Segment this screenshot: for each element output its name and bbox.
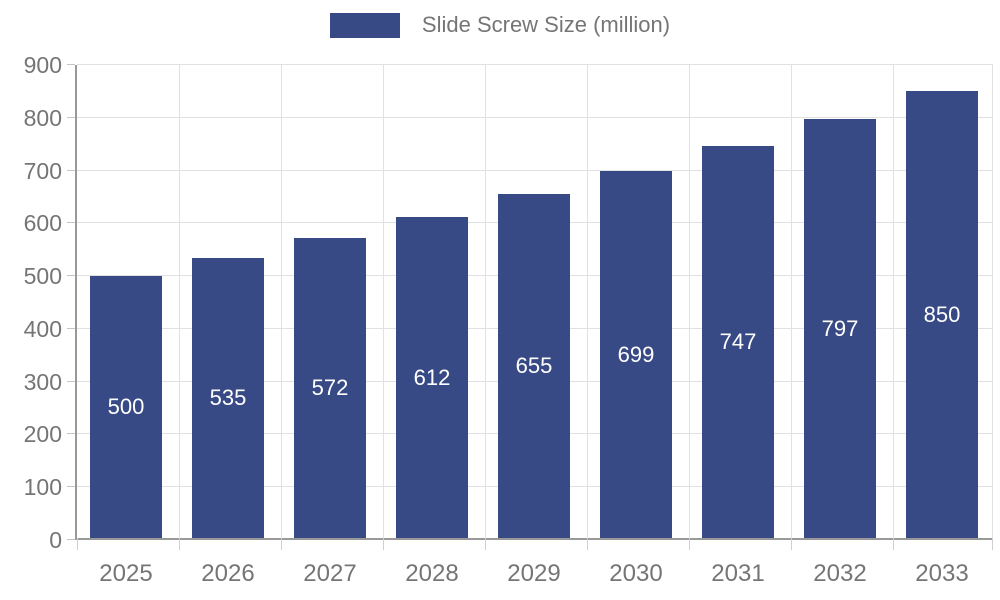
y-axis-tick	[67, 64, 75, 65]
y-axis-tick-label: 900	[23, 52, 62, 78]
v-gridline	[281, 65, 282, 538]
x-axis-category-label: 2027	[303, 560, 357, 587]
bar-value-label: 500	[107, 394, 145, 420]
x-axis-category-label: 2033	[915, 560, 969, 587]
v-gridline	[485, 65, 486, 538]
y-axis-tick	[67, 327, 75, 329]
bar-2033[interactable]: 850	[906, 91, 978, 538]
bar-2029[interactable]: 655	[498, 194, 570, 538]
bar-2026[interactable]: 535	[192, 257, 264, 538]
x-axis-tick	[992, 538, 993, 550]
x-axis-tick	[383, 538, 384, 550]
v-gridline	[587, 65, 588, 538]
x-axis-category-label: 2032	[813, 560, 867, 587]
v-gridline	[791, 65, 792, 538]
x-axis-tick	[689, 538, 690, 550]
y-axis-tick-label: 700	[23, 157, 62, 184]
x-axis-category-label: 2029	[507, 560, 561, 587]
y-axis-tick-label: 100	[23, 474, 62, 501]
x-axis-tick	[893, 538, 894, 550]
x-axis-category-label: 2026	[201, 560, 255, 587]
y-axis-tick-label: 500	[23, 263, 62, 290]
y-axis-tick	[67, 433, 75, 435]
bar-value-label: 612	[413, 364, 451, 390]
y-axis-tick-label: 600	[23, 210, 62, 237]
bar-2027[interactable]: 572	[294, 238, 366, 538]
bar-2032[interactable]: 797	[804, 119, 876, 538]
y-axis-tick	[67, 116, 75, 118]
y-axis-tick	[67, 380, 75, 382]
bar-2031[interactable]: 747	[702, 145, 774, 538]
x-axis-tick	[791, 538, 792, 550]
x-axis-tick	[281, 538, 282, 550]
x-axis-category-label: 2030	[609, 560, 663, 587]
bar-value-label: 850	[923, 301, 961, 327]
x-axis-category-label: 2031	[711, 560, 765, 587]
bar-2028[interactable]: 612	[396, 217, 468, 538]
bar-2030[interactable]: 699	[600, 171, 672, 538]
y-axis-tick-label: 400	[23, 315, 62, 342]
v-gridline	[893, 65, 894, 538]
x-axis-tick	[77, 538, 78, 550]
y-axis-tick-label: 200	[23, 421, 62, 448]
y-axis-tick	[67, 539, 75, 540]
bar-value-label: 655	[515, 353, 553, 379]
bar-value-label: 747	[719, 328, 757, 354]
x-axis-tick	[587, 538, 588, 550]
h-gridline	[77, 64, 993, 65]
y-axis: 0 100 200 300 400 500 600 700 800 900	[0, 54, 62, 552]
legend[interactable]: Slide Screw Size (million)	[0, 12, 1000, 38]
x-axis: 2025 2026 2027 2028 2029 2030 2031 2032 2033	[75, 540, 993, 590]
bar-2025[interactable]: 500	[90, 276, 162, 538]
x-axis-tick	[179, 538, 180, 550]
x-axis-category-label: 2025	[99, 560, 153, 587]
x-axis-tick	[485, 538, 486, 550]
v-gridline	[689, 65, 690, 538]
bar-value-label: 535	[209, 384, 247, 410]
v-gridline	[179, 65, 180, 538]
h-gridline	[77, 116, 993, 118]
y-axis-tick	[67, 486, 75, 488]
y-axis-tick	[67, 275, 75, 277]
plot-area: 500 535 572 612 655 699 747 797 850	[67, 64, 993, 550]
legend-swatch	[329, 12, 400, 38]
y-axis-tick	[67, 169, 75, 171]
v-gridline	[383, 65, 384, 538]
y-axis-tick-label: 300	[23, 368, 62, 395]
bar-value-label: 797	[821, 315, 859, 341]
bar-value-label: 572	[311, 375, 349, 401]
legend-label: Slide Screw Size (million)	[421, 12, 671, 37]
x-axis-category-label: 2028	[405, 560, 459, 587]
v-gridline	[992, 65, 993, 538]
y-axis-tick	[67, 222, 75, 224]
h-gridline	[77, 169, 993, 171]
y-axis-tick-label: 0	[49, 527, 62, 553]
y-axis-tick-label: 800	[23, 104, 62, 131]
bar-value-label: 699	[617, 341, 655, 367]
